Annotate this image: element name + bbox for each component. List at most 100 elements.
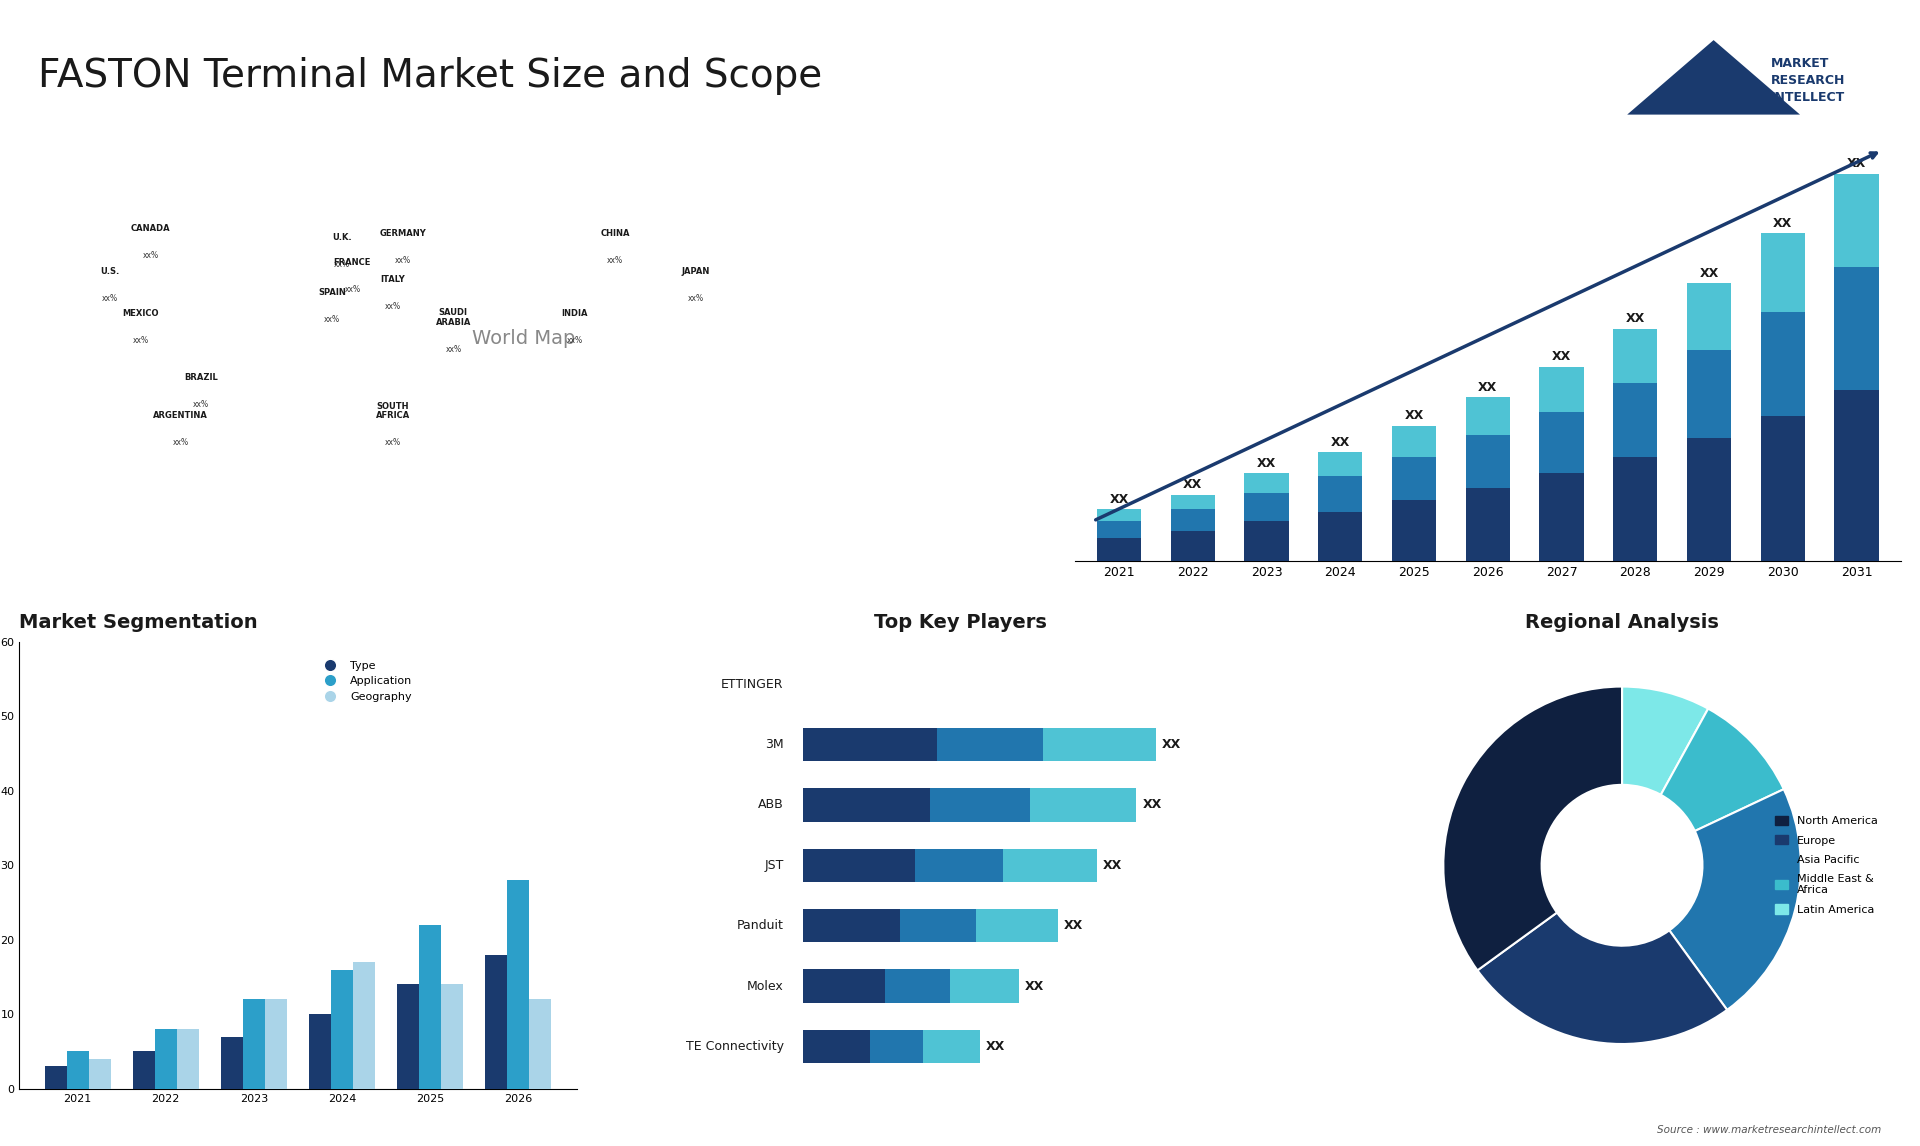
Bar	[1613, 457, 1657, 562]
Bar	[156, 1029, 177, 1089]
Text: TE Connectivity: TE Connectivity	[685, 1039, 783, 1053]
Legend: North America, Europe, Asia Pacific, Middle East &
Africa, Latin America: North America, Europe, Asia Pacific, Mid…	[1770, 811, 1884, 919]
Bar	[265, 999, 286, 1089]
Bar	[221, 1037, 242, 1089]
Bar	[1002, 849, 1096, 882]
Legend: Type, Application, Geography: Type, Application, Geography	[315, 657, 417, 706]
Text: XX: XX	[985, 1039, 1004, 1053]
Bar	[88, 1059, 111, 1089]
Text: XX: XX	[1774, 217, 1793, 230]
Bar	[1465, 488, 1509, 562]
Text: XX: XX	[1478, 380, 1498, 394]
Text: xx%: xx%	[566, 336, 582, 345]
Bar	[1244, 521, 1288, 562]
Wedge shape	[1622, 686, 1709, 795]
Bar	[1171, 509, 1215, 531]
Bar	[1688, 350, 1732, 438]
Bar	[1319, 511, 1363, 562]
Bar	[1613, 383, 1657, 457]
Bar	[803, 849, 916, 882]
Title: Top Key Players: Top Key Players	[874, 613, 1046, 631]
Bar	[1096, 521, 1140, 537]
Bar	[977, 909, 1058, 942]
Text: JST: JST	[764, 858, 783, 872]
Text: xx%: xx%	[324, 315, 340, 324]
Text: JAPAN: JAPAN	[682, 267, 710, 276]
Text: xx%: xx%	[173, 438, 188, 447]
Text: BRAZIL: BRAZIL	[184, 374, 217, 382]
Bar	[1465, 398, 1509, 435]
Bar	[419, 925, 442, 1089]
Text: XX: XX	[1183, 478, 1202, 492]
Bar	[507, 880, 530, 1089]
Bar	[1540, 367, 1584, 411]
Bar	[44, 1067, 67, 1089]
Bar	[132, 1052, 156, 1089]
Bar	[1540, 473, 1584, 562]
Text: ITALY: ITALY	[380, 275, 405, 284]
Text: XX: XX	[1258, 457, 1277, 470]
Text: XX: XX	[1104, 858, 1123, 872]
Text: XX: XX	[1025, 980, 1044, 992]
Text: xx%: xx%	[344, 285, 361, 295]
Text: XX: XX	[1551, 350, 1571, 363]
Text: U.S.: U.S.	[100, 267, 119, 276]
Text: xx%: xx%	[102, 293, 119, 303]
Bar	[486, 955, 507, 1089]
Bar	[803, 970, 885, 1003]
Bar	[1688, 438, 1732, 562]
Bar	[1392, 500, 1436, 562]
Bar	[916, 849, 1002, 882]
Text: XX: XX	[1847, 157, 1866, 171]
Bar	[1244, 493, 1288, 521]
Text: CANADA: CANADA	[131, 225, 171, 234]
Text: XX: XX	[1404, 409, 1423, 423]
Bar	[442, 984, 463, 1089]
Bar	[950, 970, 1020, 1003]
Wedge shape	[1478, 912, 1728, 1044]
Wedge shape	[1668, 790, 1801, 1010]
Text: XX: XX	[1110, 493, 1129, 505]
Bar	[1392, 457, 1436, 500]
Text: ABB: ABB	[758, 799, 783, 811]
Bar	[885, 970, 950, 1003]
Bar	[1540, 411, 1584, 473]
Text: SPAIN: SPAIN	[319, 288, 346, 297]
Bar	[929, 788, 1029, 822]
Text: MEXICO: MEXICO	[123, 309, 159, 319]
Text: CHINA: CHINA	[601, 229, 630, 237]
Bar	[1761, 416, 1805, 562]
Text: 3M: 3M	[764, 738, 783, 751]
Text: XX: XX	[1142, 799, 1162, 811]
Text: xx%: xx%	[334, 260, 349, 269]
Bar	[924, 1030, 979, 1063]
Bar	[1244, 473, 1288, 493]
Bar	[1096, 537, 1140, 562]
Text: XX: XX	[1699, 267, 1718, 280]
Text: XX: XX	[1064, 919, 1083, 932]
Bar	[803, 1030, 870, 1063]
Text: U.K.: U.K.	[332, 233, 351, 242]
Bar	[1613, 329, 1657, 383]
Bar	[1319, 453, 1363, 476]
Wedge shape	[1661, 708, 1784, 831]
Text: xx%: xx%	[132, 336, 148, 345]
Bar	[330, 970, 353, 1089]
Bar	[397, 984, 419, 1089]
Bar	[309, 1014, 330, 1089]
Text: xx%: xx%	[687, 293, 705, 303]
Bar	[67, 1052, 88, 1089]
Bar	[1392, 426, 1436, 457]
Bar	[1465, 435, 1509, 488]
Text: INDIA: INDIA	[561, 309, 588, 319]
Bar	[1834, 391, 1878, 562]
Bar	[870, 1030, 924, 1063]
Bar	[900, 909, 977, 942]
Text: Market Segmentation: Market Segmentation	[19, 613, 257, 631]
Bar	[1043, 728, 1156, 761]
Text: xx%: xx%	[384, 303, 401, 312]
Text: SOUTH
AFRICA: SOUTH AFRICA	[376, 401, 409, 421]
Bar	[803, 909, 900, 942]
Text: ARGENTINA: ARGENTINA	[154, 411, 207, 421]
Text: XX: XX	[1626, 312, 1645, 325]
